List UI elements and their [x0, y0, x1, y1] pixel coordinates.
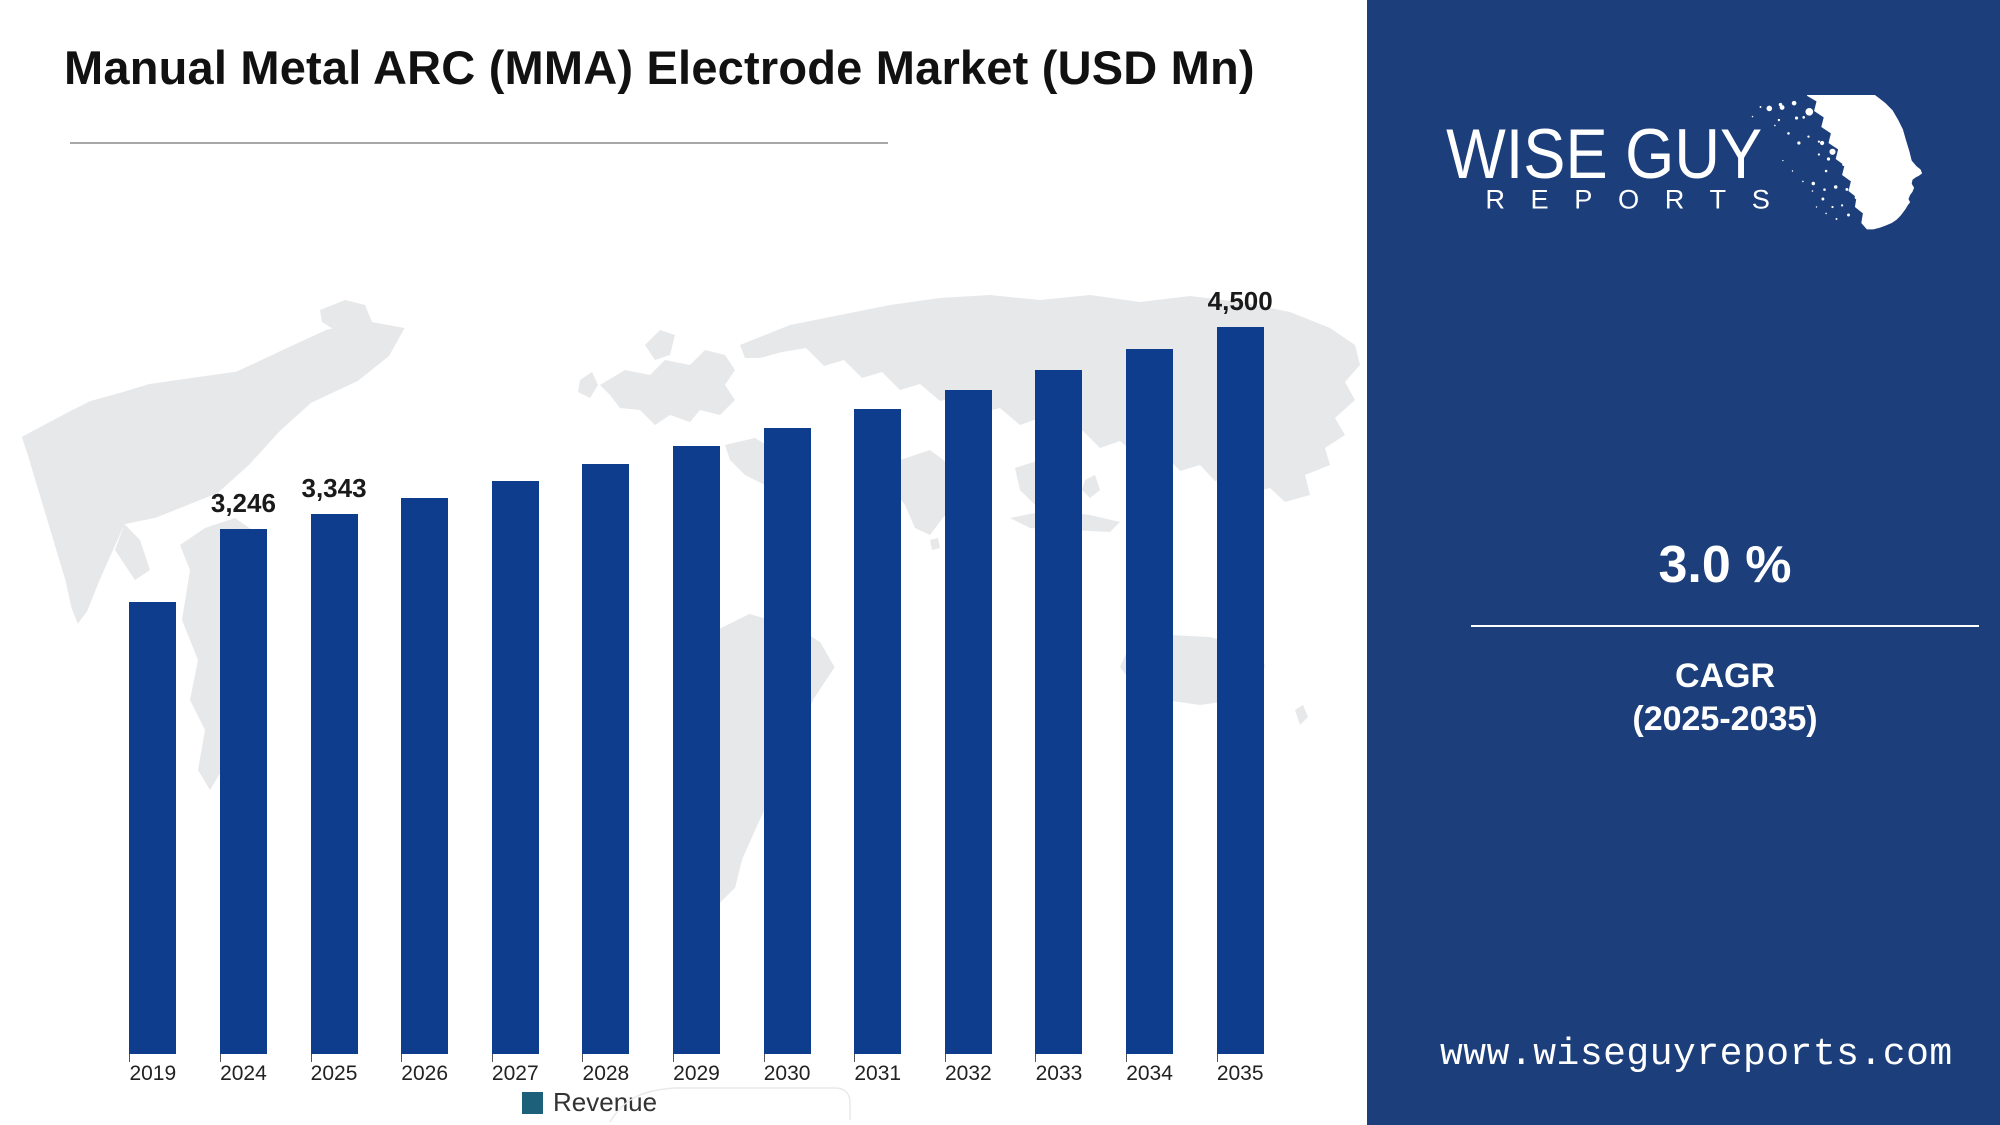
svg-text:REPORTS: REPORTS [1485, 184, 1795, 215]
svg-text:WISE GUY: WISE GUY [1446, 114, 1762, 193]
